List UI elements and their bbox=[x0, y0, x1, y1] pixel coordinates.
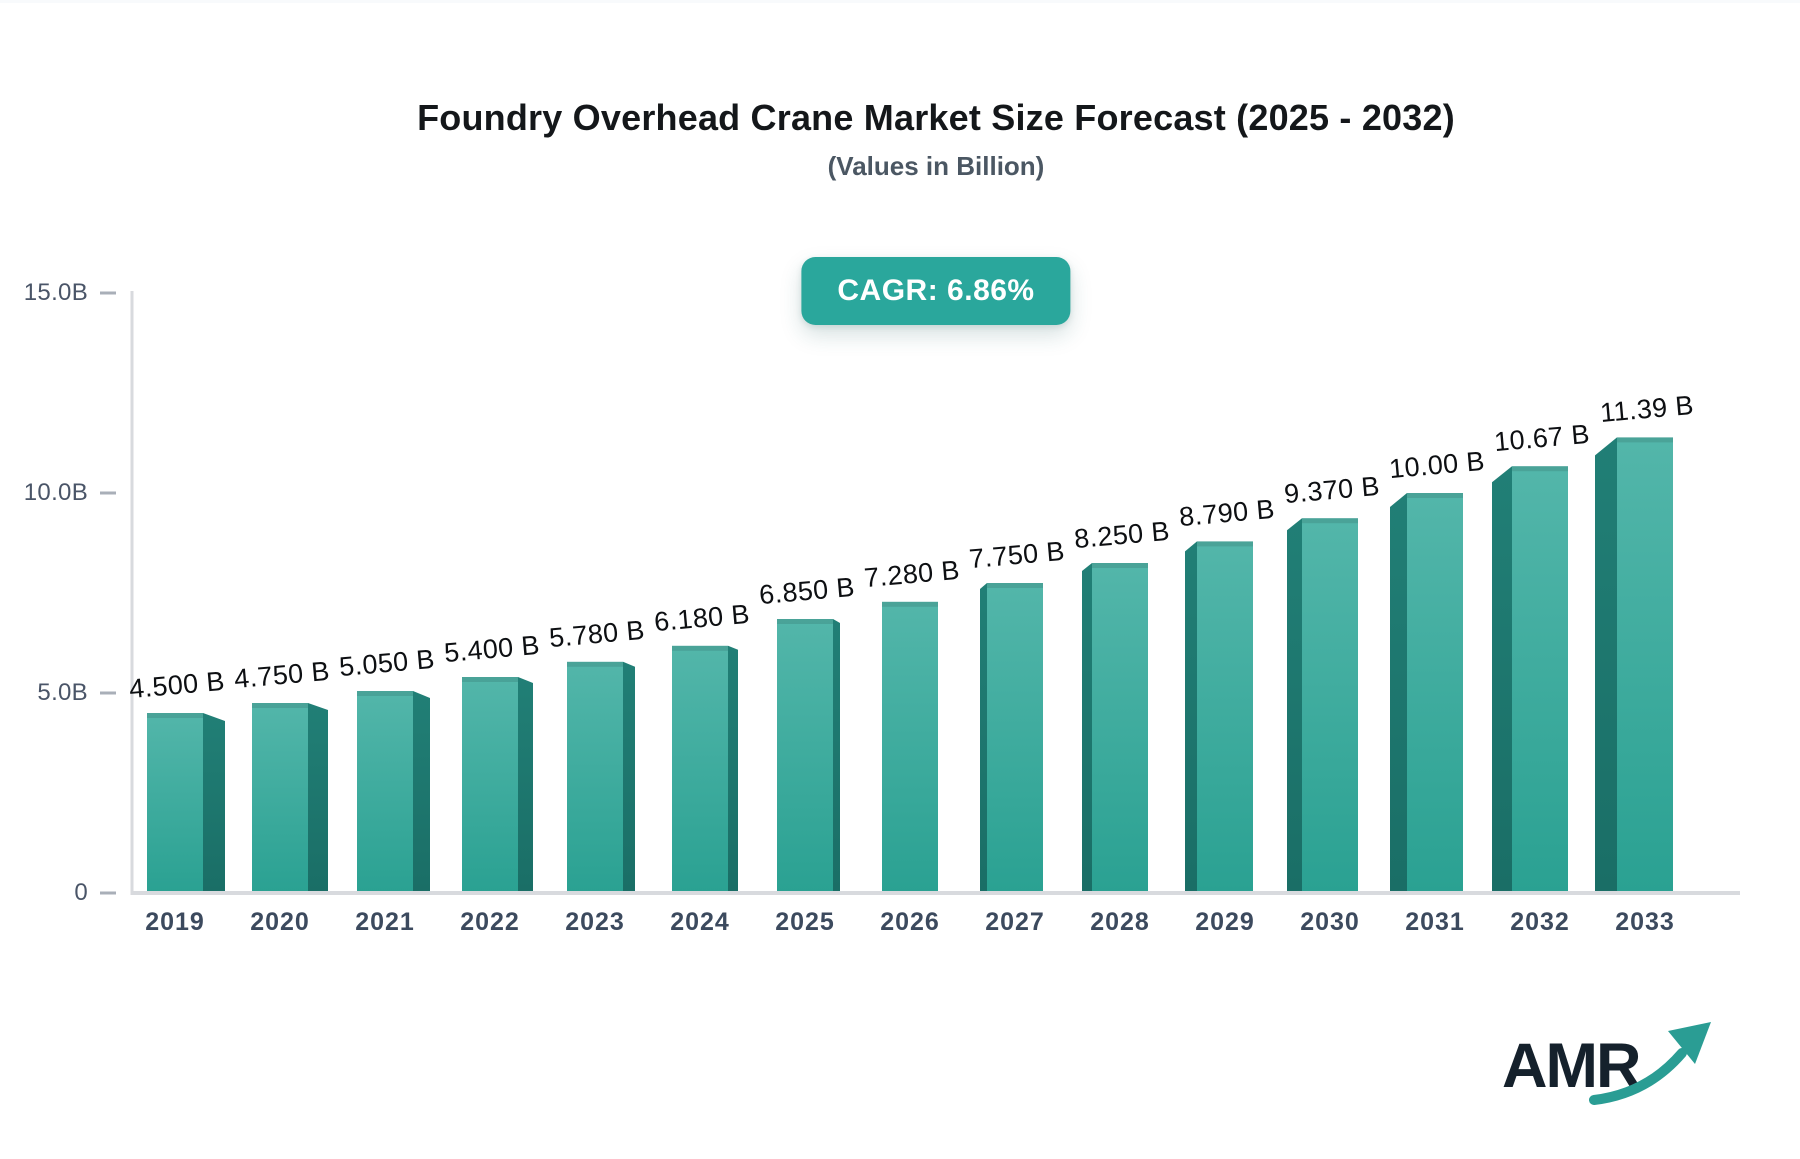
x-axis-label-2021: 2021 bbox=[355, 908, 415, 936]
bar-2023 bbox=[567, 661, 635, 893]
y-tick-label-10.0B: 10.0B bbox=[23, 479, 88, 506]
x-axis-label-2033: 2033 bbox=[1615, 908, 1675, 936]
x-axis-label-2032: 2032 bbox=[1510, 908, 1570, 936]
bar-top-edge bbox=[1617, 437, 1673, 443]
bar-front-face bbox=[357, 691, 413, 893]
bar-front-face bbox=[1617, 437, 1673, 893]
bar-front-face bbox=[672, 645, 728, 893]
bar-top-edge bbox=[1197, 541, 1253, 547]
bar-2028 bbox=[1082, 563, 1148, 893]
x-axis-label-2029: 2029 bbox=[1195, 908, 1255, 936]
y-tick-label-0: 0 bbox=[74, 879, 88, 906]
bar-front-face bbox=[567, 661, 623, 893]
bar-front-face bbox=[1092, 563, 1148, 893]
x-axis-label-2020: 2020 bbox=[250, 908, 310, 936]
bar-top-edge bbox=[777, 619, 833, 624]
x-axis-label-2023: 2023 bbox=[565, 908, 625, 936]
y-tick-label-5.0B: 5.0B bbox=[37, 679, 88, 706]
bar-side-face bbox=[1082, 563, 1092, 893]
x-axis-label-2026: 2026 bbox=[880, 908, 940, 936]
bar-front-face bbox=[252, 703, 308, 893]
bar-top-edge bbox=[567, 661, 623, 667]
bar-side-face bbox=[413, 691, 430, 893]
bar-side-face bbox=[833, 619, 840, 893]
bar-top-edge bbox=[1512, 466, 1568, 472]
bar-2026 bbox=[882, 601, 938, 893]
bar-side-face bbox=[203, 713, 225, 893]
bar-top-edge bbox=[1302, 518, 1358, 524]
bar-2022 bbox=[462, 677, 533, 893]
bar-2027 bbox=[980, 583, 1043, 893]
x-axis-label-2019: 2019 bbox=[145, 908, 205, 936]
bar-2030 bbox=[1287, 518, 1358, 893]
x-axis-label-2031: 2031 bbox=[1405, 908, 1465, 936]
bar-2032 bbox=[1492, 466, 1568, 893]
bar-top-edge bbox=[147, 713, 203, 718]
logo-text: AMR bbox=[1502, 1031, 1641, 1101]
bar-front-face bbox=[1407, 493, 1463, 893]
bar-2019 bbox=[147, 713, 225, 893]
trending-up-arrow-icon bbox=[1589, 1048, 1687, 1105]
bar-side-face bbox=[1390, 493, 1407, 893]
bar-side-face bbox=[980, 583, 987, 893]
bar-top-edge bbox=[987, 583, 1043, 588]
bar-side-face bbox=[518, 677, 533, 893]
cagr-badge: CAGR: 6.86% bbox=[801, 257, 1071, 325]
bar-top-edge bbox=[462, 677, 518, 682]
trending-up-arrowhead-icon bbox=[1668, 1022, 1711, 1064]
bar-side-face bbox=[1185, 541, 1197, 893]
bar-front-face bbox=[462, 677, 518, 893]
bar-side-face bbox=[623, 661, 635, 893]
chart-subtitle: (Values in Billion) bbox=[827, 151, 1045, 181]
x-axis-label-2022: 2022 bbox=[460, 908, 520, 936]
bar-2033 bbox=[1595, 437, 1673, 893]
bar-2031 bbox=[1390, 493, 1463, 893]
x-axis-label-2024: 2024 bbox=[670, 908, 730, 936]
bar-front-face bbox=[1512, 466, 1568, 893]
bar-2021 bbox=[357, 691, 430, 893]
bar-front-face bbox=[147, 713, 203, 893]
bar-front-face bbox=[777, 619, 833, 893]
bar-2020 bbox=[252, 703, 328, 893]
x-axis-label-2028: 2028 bbox=[1090, 908, 1150, 936]
x-axis-label-2030: 2030 bbox=[1300, 908, 1360, 936]
bar-chart-plot bbox=[100, 291, 1740, 895]
bar-2029 bbox=[1185, 541, 1253, 893]
bar-top-edge bbox=[1407, 493, 1463, 498]
bar-side-face bbox=[1595, 437, 1617, 893]
bar-front-face bbox=[1302, 518, 1358, 893]
bar-side-face bbox=[1492, 466, 1512, 893]
bar-side-face bbox=[728, 645, 738, 893]
bar-side-face bbox=[308, 703, 328, 893]
bar-2025 bbox=[777, 619, 840, 893]
bar-2024 bbox=[672, 645, 738, 893]
y-tick-label-15.0B: 15.0B bbox=[23, 279, 88, 306]
bar-top-edge bbox=[1092, 563, 1148, 568]
bar-front-face bbox=[882, 601, 938, 893]
bar-top-edge bbox=[672, 645, 728, 651]
bar-top-edge bbox=[357, 691, 413, 696]
bar-side-face bbox=[1287, 518, 1302, 893]
bar-front-face bbox=[987, 583, 1043, 893]
x-axis-label-2027: 2027 bbox=[985, 908, 1045, 936]
bar-top-edge bbox=[252, 703, 308, 708]
chart-title: Foundry Overhead Crane Market Size Forec… bbox=[417, 97, 1455, 138]
x-axis-label-2025: 2025 bbox=[775, 908, 835, 936]
bar-front-face bbox=[1197, 541, 1253, 893]
bar-top-edge bbox=[882, 601, 938, 607]
amr-logo: AMR bbox=[1502, 1022, 1711, 1105]
